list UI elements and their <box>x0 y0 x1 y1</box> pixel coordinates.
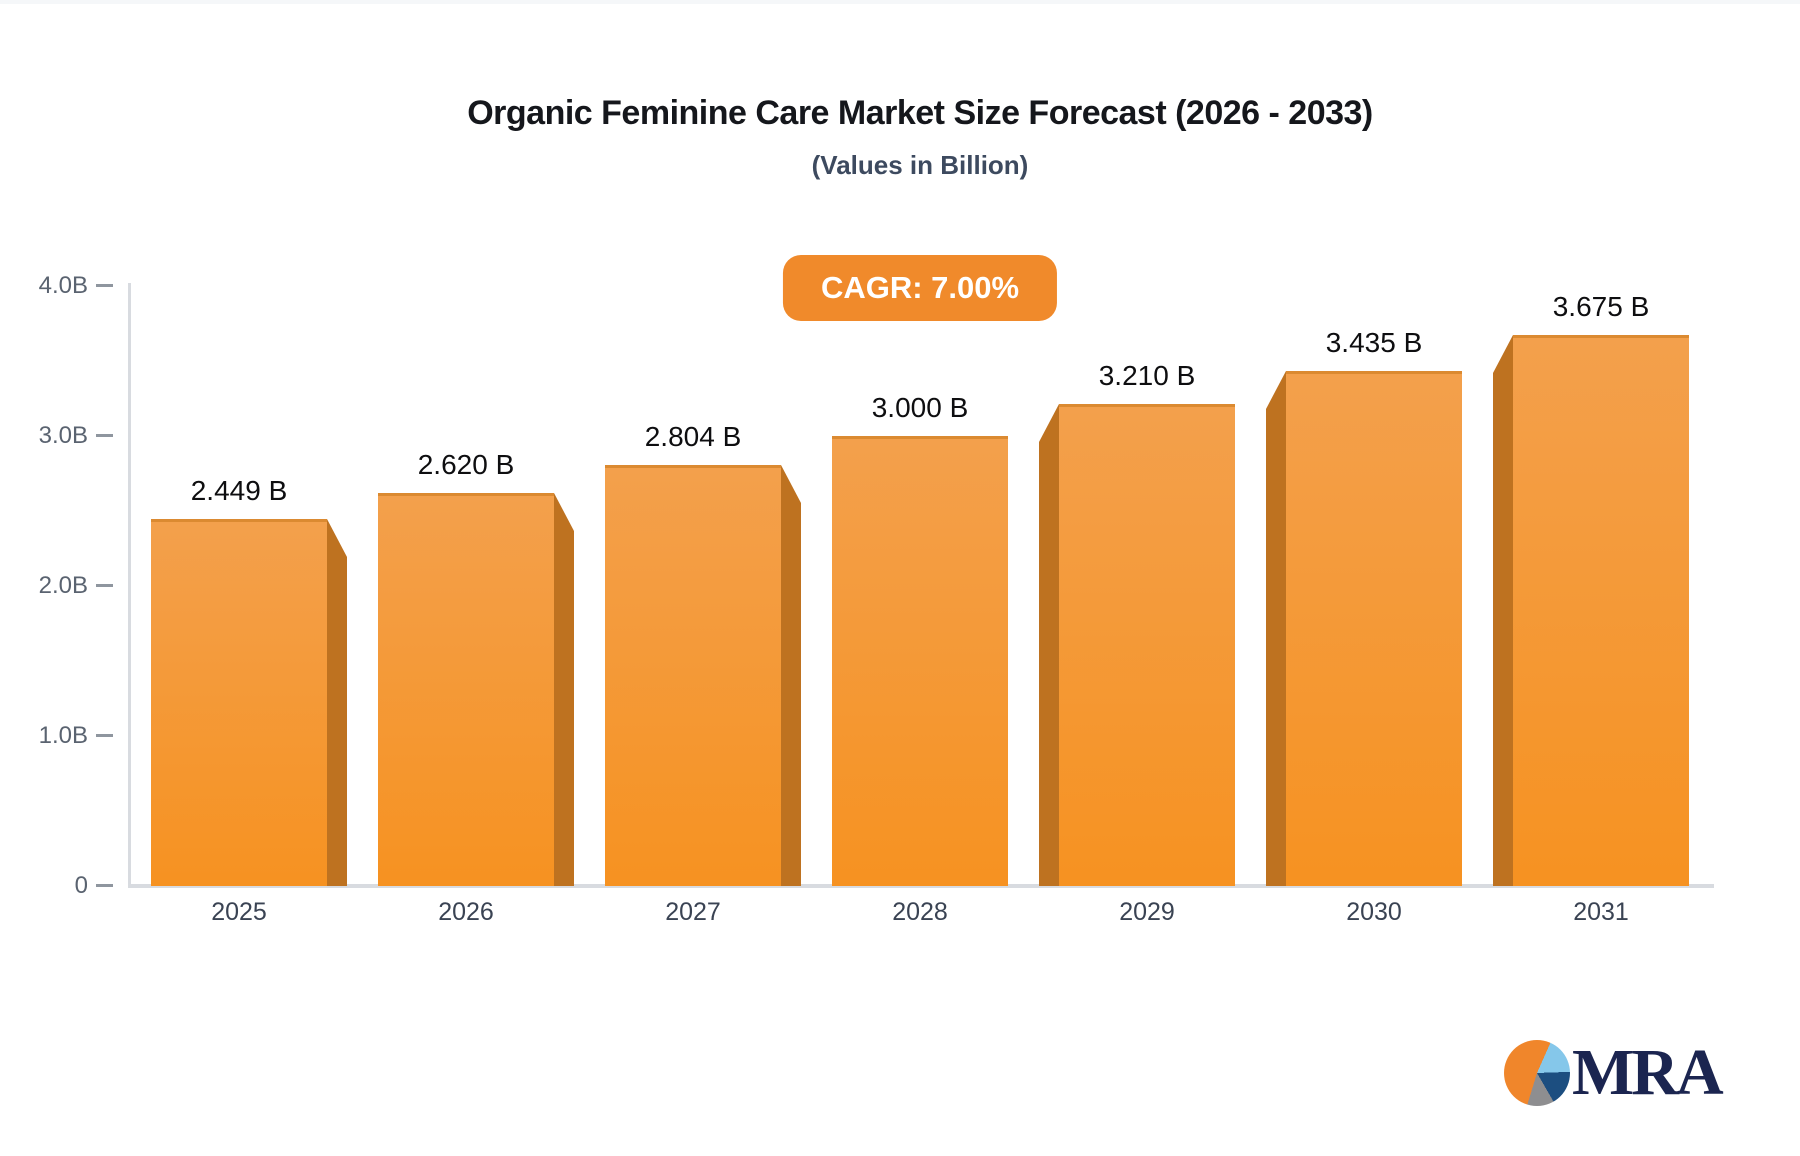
x-axis-label-2027: 2027 <box>665 898 721 926</box>
bar-value-label-2031: 3.675 B <box>1552 291 1650 322</box>
y-axis-tick-mark <box>96 284 113 287</box>
top-edge-strip <box>0 0 1800 4</box>
x-axis-label-2031: 2031 <box>1573 898 1629 926</box>
bar-2028 <box>832 436 1008 886</box>
x-axis-label-2029: 2029 <box>1119 898 1175 926</box>
y-axis-tick-mark <box>96 584 113 587</box>
pie-chart-icon <box>1504 1040 1570 1106</box>
chart-title: Organic Feminine Care Market Size Foreca… <box>467 94 1373 132</box>
bar-value-label-2025: 2.449 B <box>190 475 288 506</box>
cagr-badge: CAGR: 7.00% <box>782 255 1058 321</box>
chart-subtitle: (Values in Billion) <box>811 150 1029 180</box>
bar-side-face-2029 <box>1039 404 1059 886</box>
bar-side-face-2030 <box>1266 371 1286 886</box>
x-axis-label-2025: 2025 <box>211 898 267 926</box>
bar-side-face-2025 <box>327 519 347 886</box>
bar-value-label-2029: 3.210 B <box>1098 360 1196 391</box>
y-axis-tick-label: 1.0B <box>38 722 88 749</box>
y-axis-tick-label: 0 <box>74 872 88 899</box>
bar-2029 <box>1059 404 1235 886</box>
x-axis-label-2026: 2026 <box>438 898 494 926</box>
y-axis-tick-mark <box>96 434 113 437</box>
y-axis-line <box>128 283 131 886</box>
bar-2025 <box>151 519 327 886</box>
bar-2031 <box>1513 335 1689 886</box>
bar-side-face-2026 <box>554 493 574 886</box>
bar-side-face-2027 <box>781 465 801 886</box>
bar-2030 <box>1286 371 1462 886</box>
y-axis-tick-mark <box>96 884 113 887</box>
bar-value-label-2030: 3.435 B <box>1325 327 1423 358</box>
x-axis-line <box>128 884 1714 888</box>
x-axis-label-2030: 2030 <box>1346 898 1402 926</box>
chart-header: Organic Feminine Care Market Size Foreca… <box>130 0 1710 340</box>
bar-side-face-2031 <box>1493 335 1513 886</box>
bar-value-label-2028: 3.000 B <box>871 392 969 423</box>
bar-2026 <box>378 493 554 886</box>
y-axis-tick-label: 3.0B <box>38 422 88 449</box>
bar-2027 <box>605 465 781 886</box>
logo-text: MRA <box>1572 1036 1724 1109</box>
x-axis-label-2028: 2028 <box>892 898 948 926</box>
y-axis-tick-label: 4.0B <box>38 272 88 299</box>
mra-logo: MRA <box>1504 1036 1724 1109</box>
bar-value-label-2026: 2.620 B <box>417 449 515 480</box>
y-axis-tick-label: 2.0B <box>38 572 88 599</box>
y-axis-tick-mark <box>96 734 113 737</box>
bar-value-label-2027: 2.804 B <box>644 421 742 452</box>
